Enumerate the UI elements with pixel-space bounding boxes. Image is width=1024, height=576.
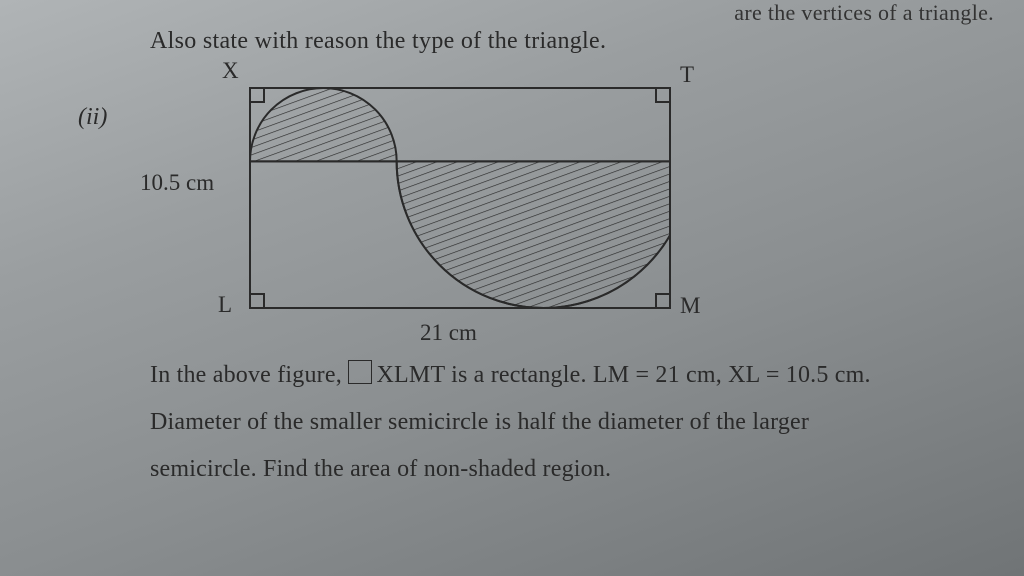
dim-bottom: 21 cm: [420, 320, 477, 346]
corner-x: X: [222, 58, 239, 84]
prev-line-fragment: are the vertices of a triangle.: [734, 0, 994, 26]
question-paragraph: In the above figure, XLMT is a rectangle…: [150, 352, 970, 492]
para-line-3: semicircle. Find the area of non-shaded …: [150, 446, 970, 493]
para-line-1: In the above figure, XLMT is a rectangle…: [150, 352, 970, 399]
geometry-figure: [240, 78, 680, 318]
para-line-2: Diameter of the smaller semicircle is ha…: [150, 399, 970, 446]
instruction-line: Also state with reason the type of the t…: [150, 28, 606, 55]
item-marker: (ii): [78, 104, 107, 131]
dim-left: 10.5 cm: [140, 170, 214, 196]
corner-l: L: [218, 292, 232, 318]
page: are the vertices of a triangle. Also sta…: [0, 0, 1024, 576]
corner-t: T: [680, 62, 694, 88]
corner-m: M: [680, 293, 700, 319]
para-l1b: XLMT is a rectangle. LM = 21 cm, XL = 10…: [377, 362, 871, 388]
para-l1a: In the above figure,: [150, 362, 348, 388]
rectangle-symbol-icon: [348, 360, 372, 384]
